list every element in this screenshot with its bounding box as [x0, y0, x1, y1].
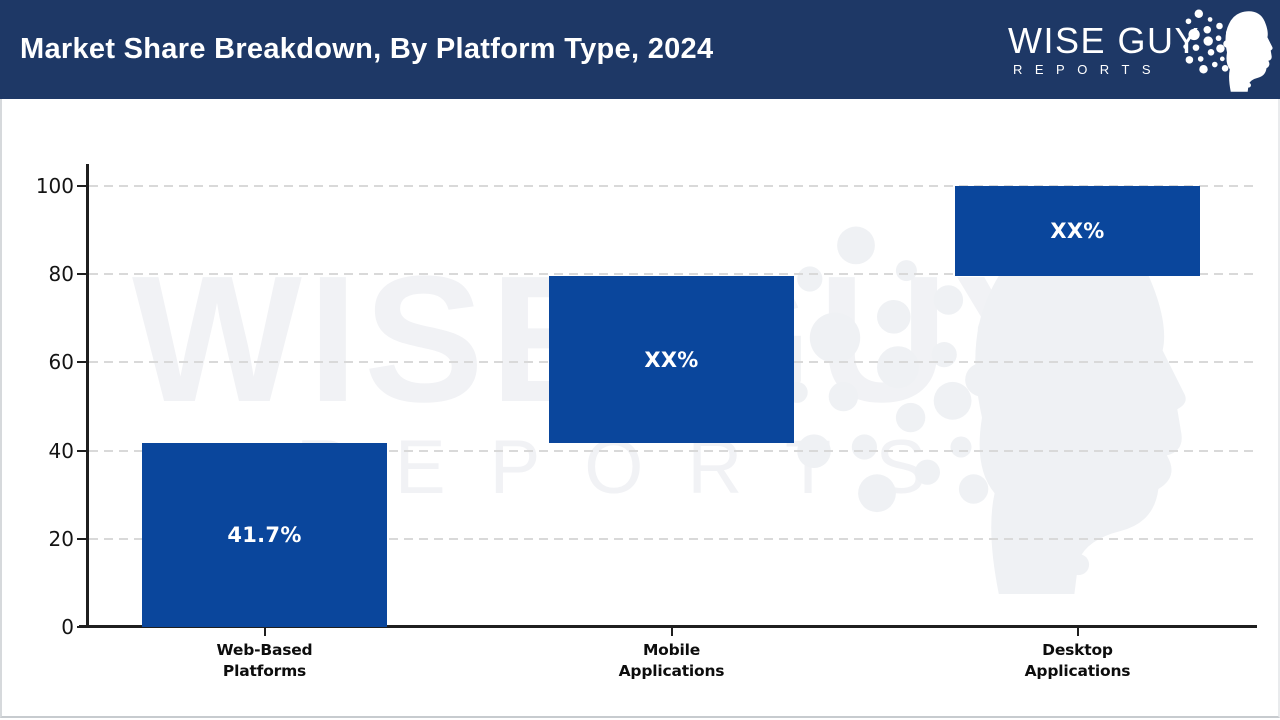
x-category-label-line: Desktop — [1042, 641, 1113, 659]
x-category-label-line: Applications — [1024, 662, 1131, 680]
gridline-40 — [89, 449, 1253, 452]
x-category-label-line: Platforms — [222, 662, 307, 680]
logo-wordmark: WISE GUY — [1007, 20, 1200, 61]
y-tick-label-40: 40 — [48, 438, 74, 463]
y-tick-mark-80 — [77, 273, 86, 276]
gridline-20 — [89, 537, 1253, 540]
x-tick-mark-web-based-platforms — [263, 628, 266, 636]
page-title: Market Share Breakdown, By Platform Type… — [20, 33, 714, 65]
y-tick-mark-40 — [77, 449, 86, 452]
x-category-label-line: Web-Based — [216, 641, 313, 659]
y-tick-label-80: 80 — [48, 262, 74, 287]
bar-value-label: XX% — [644, 347, 699, 372]
header-bar: Market Share Breakdown, By Platform Type… — [0, 0, 1280, 99]
x-category-label-desktop-applications: Desktop Applications — [968, 640, 1188, 682]
x-category-label-line: Mobile — [642, 641, 701, 659]
logo-text: WISE GUY REPORTS — [1007, 20, 1200, 77]
y-tick-label-20: 20 — [48, 526, 74, 551]
x-category-label-line: Applications — [618, 662, 725, 680]
wiseguy-logo: WISE GUY REPORTS — [1008, 2, 1274, 97]
x-tick-mark-desktop-applications — [1076, 628, 1079, 636]
gridline-80 — [89, 273, 1253, 276]
y-axis — [86, 164, 89, 628]
x-category-label-mobile-applications: Mobile Applications — [562, 640, 782, 682]
y-tick-mark-60 — [77, 361, 86, 364]
x-tick-mark-mobile-applications — [670, 628, 673, 636]
logo-reports-text: REPORTS — [1012, 62, 1164, 77]
y-tick-mark-100 — [77, 185, 86, 187]
gridline-100 — [89, 185, 1253, 187]
y-tick-label-100: 100 — [35, 174, 74, 198]
bar-desktop-applications: XX% — [955, 186, 1200, 277]
y-tick-mark-0 — [77, 626, 86, 628]
y-tick-label-60: 60 — [48, 350, 74, 375]
x-axis — [79, 625, 1257, 628]
bar-value-label: XX% — [1050, 219, 1105, 244]
bar-mobile-applications: XX% — [549, 276, 794, 444]
bar-web-based-platforms: 41.7% — [142, 443, 387, 627]
y-tick-label-0: 0 — [61, 615, 74, 639]
x-category-label-web-based-platforms: Web-Based Platforms — [155, 640, 375, 682]
y-tick-mark-20 — [77, 537, 86, 540]
bar-value-label: 41.7% — [227, 523, 302, 548]
